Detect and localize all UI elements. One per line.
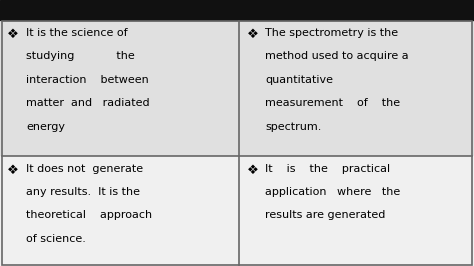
- Text: ❖: ❖: [246, 164, 258, 177]
- Text: matter  and   radiated: matter and radiated: [26, 98, 150, 108]
- Bar: [0, 0, 474, 20]
- Text: energy: energy: [26, 122, 65, 132]
- Text: It does not  generate: It does not generate: [26, 164, 143, 174]
- Text: ❖: ❖: [7, 164, 19, 177]
- Bar: [0, 156, 474, 266]
- Text: interaction    between: interaction between: [26, 75, 149, 85]
- Text: method used to acquire a: method used to acquire a: [265, 51, 409, 61]
- Text: spectrum.: spectrum.: [265, 122, 322, 132]
- Text: The spectrometry is the: The spectrometry is the: [265, 28, 399, 38]
- Text: application   where   the: application where the: [265, 187, 401, 197]
- Text: measurement    of    the: measurement of the: [265, 98, 401, 108]
- Text: ❖: ❖: [7, 28, 19, 41]
- Text: It is the science of: It is the science of: [26, 28, 128, 38]
- Text: of science.: of science.: [26, 234, 86, 244]
- Text: quantitative: quantitative: [265, 75, 333, 85]
- Text: studying            the: studying the: [26, 51, 135, 61]
- Text: ❖: ❖: [246, 28, 258, 41]
- Text: theoretical    approach: theoretical approach: [26, 210, 152, 221]
- Text: any results.  It is the: any results. It is the: [26, 187, 140, 197]
- Text: results are generated: results are generated: [265, 210, 386, 221]
- Text: It    is    the    practical: It is the practical: [265, 164, 391, 174]
- Bar: [0, 20, 474, 156]
